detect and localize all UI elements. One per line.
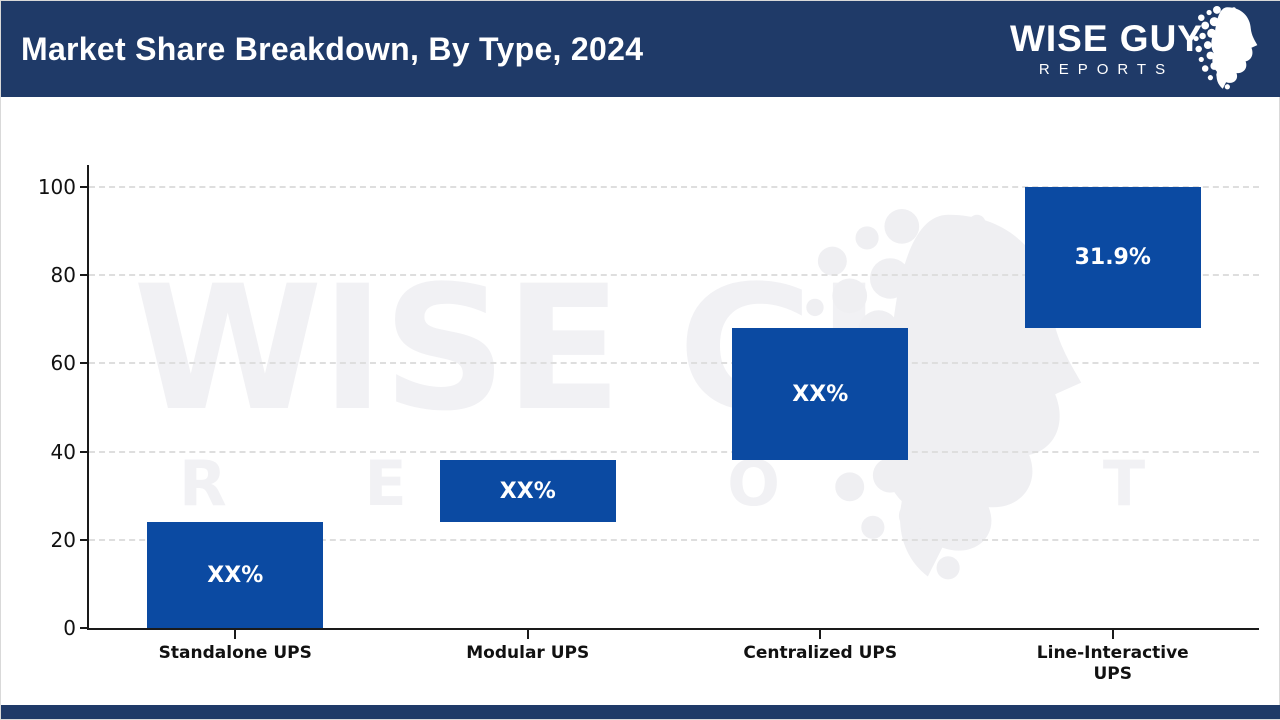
gridline-y40 <box>89 450 1259 453</box>
bar-value-label: XX% <box>792 381 849 407</box>
y-axis-label-100: 100 <box>37 175 76 199</box>
x-axis-tick-1 <box>526 630 529 639</box>
gridline-y20 <box>89 538 1259 541</box>
watermark-text-reports: R E P O R T S <box>179 447 1280 520</box>
x-axis-label-1: Modular UPS <box>466 643 590 663</box>
x-axis-label-0: Standalone UPS <box>158 643 312 663</box>
bar-modular-ups: XX% <box>439 460 616 523</box>
footer-bar <box>1 705 1280 719</box>
bar-standalone-ups: XX% <box>147 522 324 628</box>
y-axis-label-0: 0 <box>63 616 76 640</box>
gridline-y60 <box>89 362 1259 365</box>
y-axis-label-60: 60 <box>50 351 76 376</box>
x-axis-label-3: Line-Interactive UPS <box>1036 643 1189 684</box>
y-axis-tick-60 <box>80 362 89 365</box>
wise-guy-reports-logo: WISE GUY REPORTS <box>1010 5 1267 93</box>
y-axis-tick-80 <box>80 274 89 277</box>
y-axis-label-20: 20 <box>50 527 76 552</box>
y-axis-spine <box>87 165 89 630</box>
bar-value-label: 31.9% <box>1074 244 1151 270</box>
logo-face-icon <box>1193 6 1258 90</box>
y-axis-label-40: 40 <box>50 439 76 464</box>
bar-line-interactive-ups: 31.9% <box>1024 187 1201 328</box>
gridline-y80 <box>89 274 1259 277</box>
bar-value-label: XX% <box>499 478 556 504</box>
y-axis-tick-0 <box>80 627 89 629</box>
x-axis-label-2: Centralized UPS <box>743 643 898 663</box>
x-axis-tick-0 <box>234 630 237 639</box>
logo-reports-text: REPORTS <box>1038 60 1175 78</box>
gridline-y100 <box>89 186 1259 188</box>
header-bar: Market Share Breakdown, By Type, 2024 WI… <box>1 1 1280 97</box>
y-axis-tick-20 <box>80 538 89 541</box>
x-axis-tick-2 <box>819 630 822 639</box>
y-axis-tick-40 <box>80 450 89 453</box>
y-axis-label-80: 80 <box>50 263 76 288</box>
x-axis-spine <box>87 628 1259 630</box>
logo-wiseguy-text: WISE GUY <box>1009 18 1203 60</box>
bar-centralized-ups: XX% <box>732 327 909 461</box>
x-axis-tick-3 <box>1111 630 1114 639</box>
page-title: Market Share Breakdown, By Type, 2024 <box>21 30 644 67</box>
logo-text: WISE GUY REPORTS <box>1009 18 1203 78</box>
y-axis-tick-100 <box>80 186 89 188</box>
bar-value-label: XX% <box>207 562 264 588</box>
